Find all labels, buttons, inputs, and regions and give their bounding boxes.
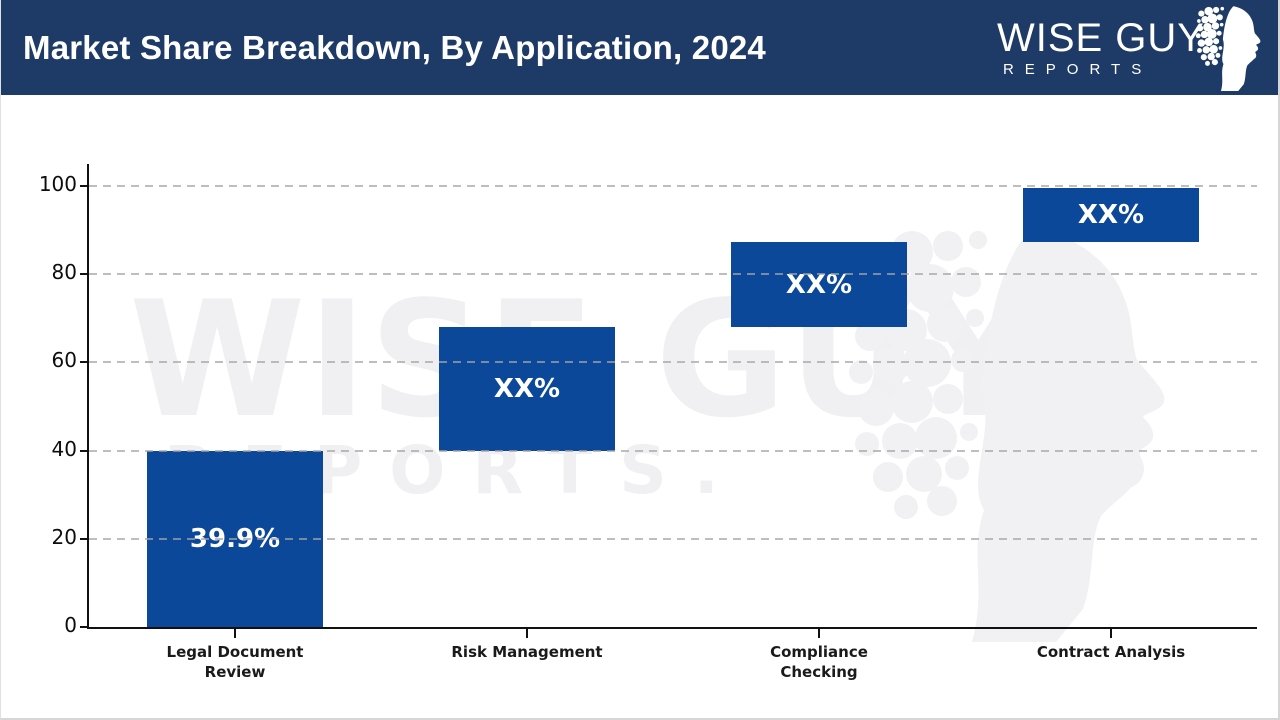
x-axis-label-line: Compliance	[770, 643, 868, 661]
x-axis-label-line: Contract Analysis	[1036, 643, 1186, 661]
logo-reports-text: REPORTS	[1002, 60, 1153, 78]
y-tick-label: 60	[51, 348, 77, 373]
y-tick-label: 0	[64, 613, 77, 637]
x-axis-label-line: Risk Management	[451, 643, 603, 661]
y-tick	[80, 449, 89, 452]
y-axis-line	[87, 163, 89, 629]
x-axis-label-line: Legal Document	[166, 643, 304, 661]
gridline	[89, 361, 1257, 364]
gridline	[89, 449, 1257, 452]
x-tick	[1110, 629, 1112, 638]
y-tick	[80, 185, 89, 187]
x-axis-label-line: Checking	[780, 663, 858, 682]
wiseguy-logo: WISE GUY REPORTS	[997, 5, 1267, 91]
x-axis-label: Risk Management	[407, 642, 647, 662]
y-tick-label: 80	[51, 260, 77, 285]
y-tick	[80, 273, 89, 276]
y-tick	[80, 626, 89, 628]
logo-text: WISE GUY REPORTS	[997, 18, 1205, 78]
gridline	[89, 273, 1257, 276]
gridline	[89, 185, 1257, 187]
bar: XX%	[439, 326, 615, 452]
gridline	[89, 537, 1257, 540]
y-tick-label: 100	[38, 172, 77, 196]
x-axis-label-line: Review	[204, 663, 266, 682]
x-tick	[234, 629, 236, 638]
y-tick	[80, 361, 89, 364]
y-tick-label: 20	[51, 524, 77, 549]
bar-value-label: XX%	[1077, 200, 1145, 231]
y-tick-label: 40	[51, 436, 77, 461]
x-axis-line	[89, 627, 1257, 629]
bar-value-label: XX%	[493, 373, 561, 404]
header-bar: Market Share Breakdown, By Application, …	[1, 0, 1278, 95]
x-tick	[526, 629, 528, 638]
x-axis-label: Compliance Checking	[699, 642, 939, 683]
x-tick	[818, 629, 820, 638]
x-axis-label: Contract Analysis	[991, 642, 1231, 662]
bar: XX%	[1023, 187, 1199, 243]
y-tick	[80, 537, 89, 540]
bar: XX%	[731, 242, 907, 327]
logo-wordmark: WISE GUY	[996, 15, 1205, 60]
x-axis-label: Legal Document Review	[115, 642, 355, 683]
page-title: Market Share Breakdown, By Application, …	[23, 28, 766, 66]
